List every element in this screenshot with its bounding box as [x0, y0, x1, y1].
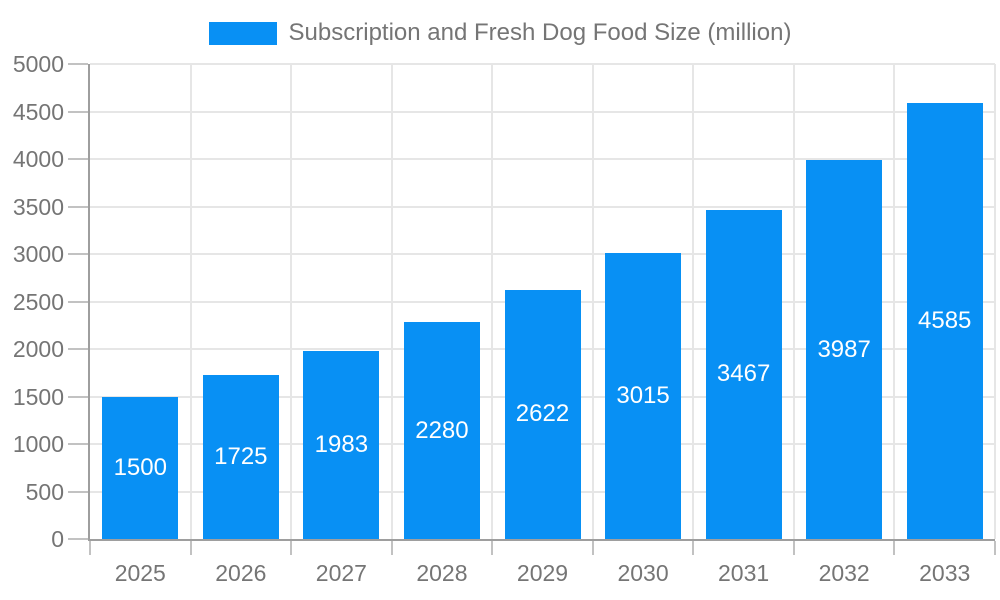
gridline-v [893, 64, 896, 539]
bar-value-label: 3987 [817, 335, 871, 363]
y-axis-label: 1500 [12, 383, 64, 410]
x-axis-label: 2028 [416, 560, 468, 586]
bar-value-label: 3015 [616, 381, 670, 409]
x-tick [692, 541, 695, 555]
x-tick [189, 541, 192, 555]
bar[interactable] [102, 396, 179, 539]
bar-value-label: 3467 [716, 360, 771, 388]
y-axis-label: 3500 [12, 193, 64, 220]
x-tick [994, 541, 996, 555]
gridline-v [390, 64, 393, 539]
bar[interactable] [605, 252, 682, 539]
gridline-h [90, 205, 995, 208]
plot-area: 0 500 1000 1500 2000 2500 3000 3500 4000 4500 5000… [13, 52, 996, 586]
y-tick [68, 443, 88, 445]
bar[interactable] [403, 322, 480, 539]
bar-value-label: 1983 [314, 430, 369, 458]
x-tick [491, 541, 494, 555]
x-axis-label: 2026 [215, 560, 267, 586]
y-tick [68, 395, 88, 398]
x-axis-label: 2027 [315, 560, 367, 586]
y-tick [68, 158, 88, 160]
bar[interactable] [705, 209, 782, 539]
y-tick [68, 490, 88, 493]
x-axis-label: 2030 [617, 560, 669, 586]
y-tick [68, 538, 88, 540]
bar[interactable] [504, 289, 581, 539]
bar-value-label: 1500 [113, 453, 167, 481]
gridline-h [90, 253, 995, 255]
y-tick [68, 348, 88, 350]
x-tick [390, 541, 393, 555]
x-axis-label: 2029 [516, 560, 569, 586]
gridline-h [90, 158, 995, 160]
y-tick [68, 300, 88, 303]
gridline-v [692, 64, 695, 539]
x-tick [89, 541, 91, 555]
x-tick [792, 541, 795, 555]
y-tick [68, 63, 88, 65]
gridline-v [792, 64, 795, 539]
y-axis-label: 1000 [12, 431, 64, 457]
y-axis-label: 4500 [12, 98, 64, 125]
gridline-v [591, 64, 594, 539]
y-tick [68, 110, 88, 113]
bar-value-label: 2280 [415, 416, 469, 444]
y-axis-label: 500 [25, 478, 64, 505]
y-tick [68, 205, 88, 208]
y-axis-label: 3000 [12, 241, 64, 267]
gridline-v [994, 64, 996, 539]
x-tick [591, 541, 594, 555]
y-axis-label: 5000 [12, 51, 64, 77]
bar[interactable] [202, 375, 279, 539]
legend-label[interactable]: Subscription and Fresh Dog Food Size (mi… [288, 19, 792, 46]
x-tick [893, 541, 896, 555]
y-tick [68, 253, 88, 255]
legend-swatch[interactable] [208, 21, 277, 45]
y-axis-label: 2000 [12, 336, 64, 362]
x-axis-label: 2031 [718, 560, 770, 586]
bar[interactable] [906, 103, 983, 539]
bar[interactable] [806, 160, 883, 539]
x-axis-label: 2033 [919, 560, 971, 586]
x-axis-label: 2032 [818, 560, 870, 586]
x-axis-label: 2025 [114, 560, 166, 586]
y-axis-label: 0 [51, 526, 64, 552]
x-tick [290, 541, 293, 555]
gridline-v [491, 64, 494, 539]
legend[interactable]: Subscription and Fresh Dog Food Size (mi… [0, 19, 1000, 47]
gridline-v [189, 64, 192, 539]
bar-value-label: 2622 [515, 400, 570, 428]
bar-value-label: 1725 [214, 443, 268, 471]
gridline-v [290, 64, 293, 539]
y-axis-label: 2500 [12, 288, 64, 315]
bar[interactable] [303, 350, 380, 539]
bar-value-label: 4585 [918, 307, 972, 335]
y-axis-label: 4000 [12, 146, 64, 172]
gridline-h [90, 110, 995, 113]
gridline-h [90, 63, 995, 65]
